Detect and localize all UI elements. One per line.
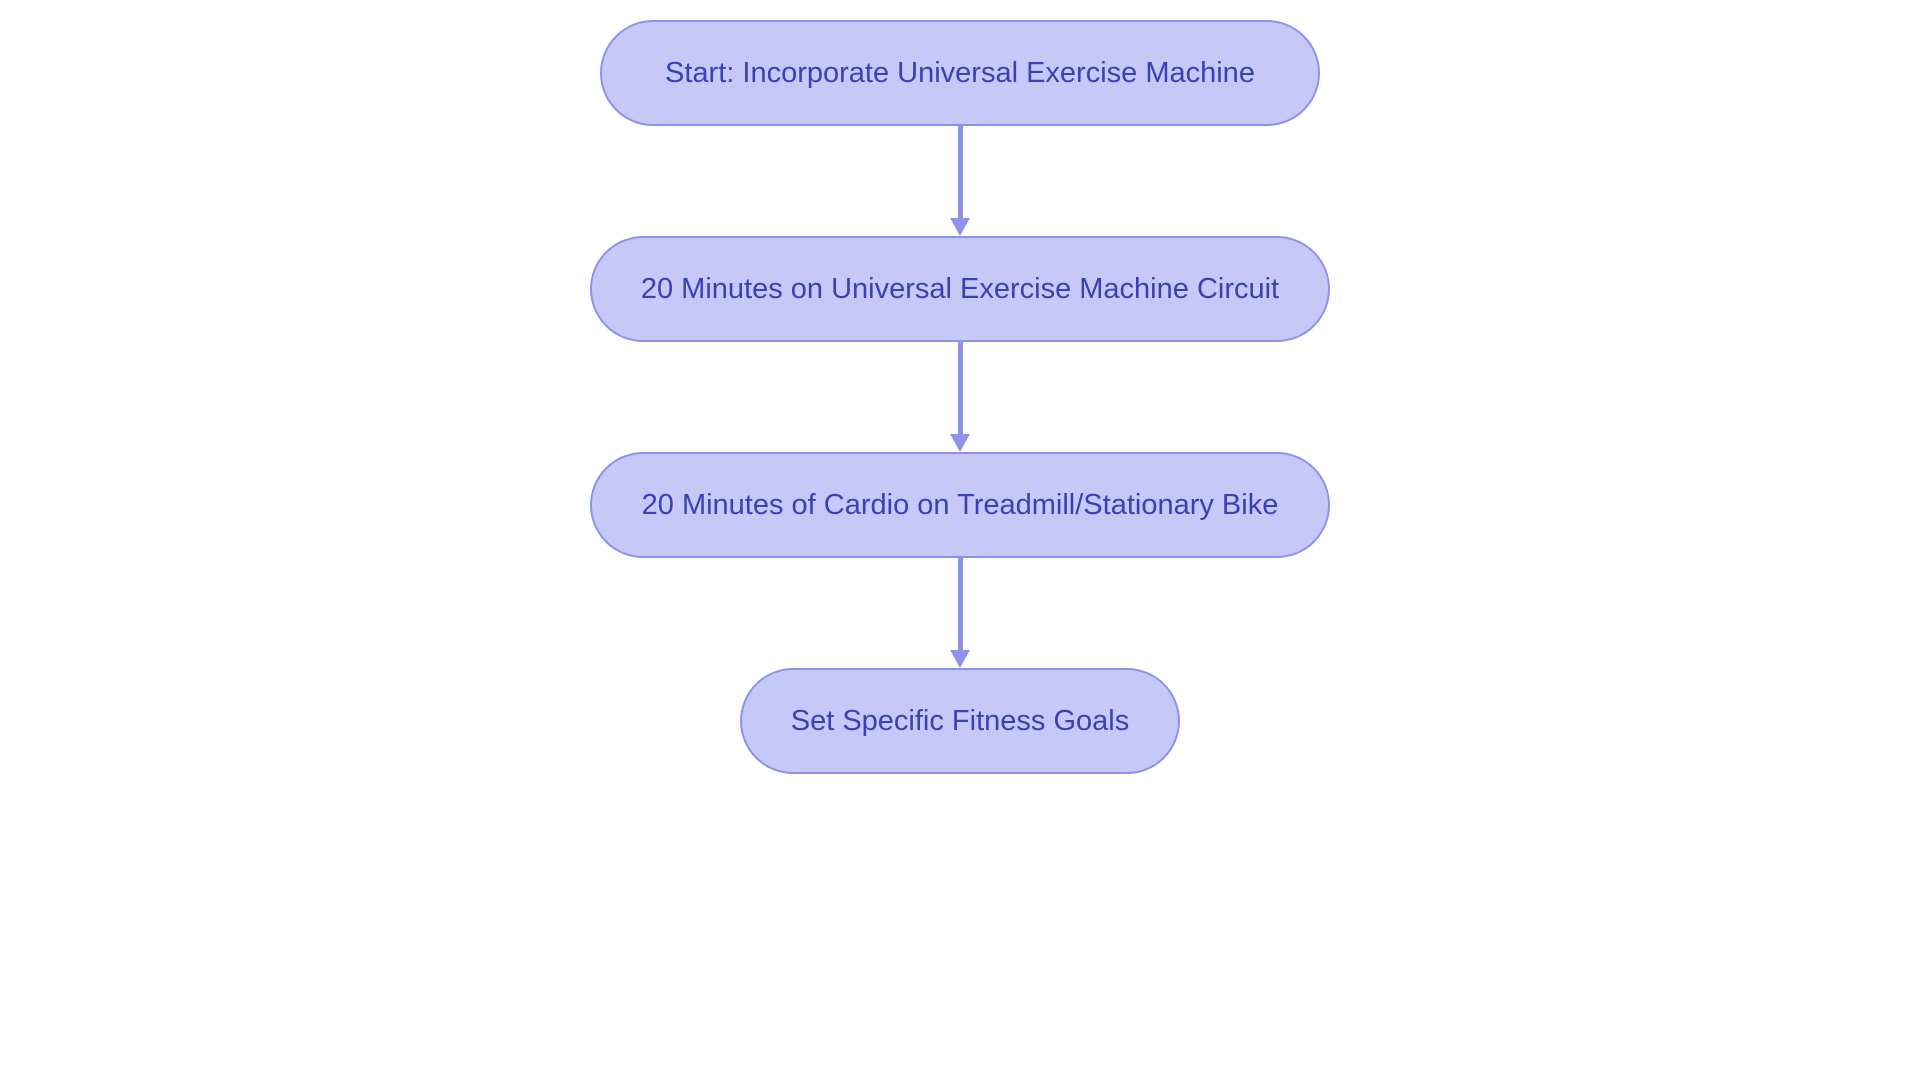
arrow-line: [958, 558, 963, 650]
flowchart-node: Start: Incorporate Universal Exercise Ma…: [600, 20, 1320, 126]
node-label: Start: Incorporate Universal Exercise Ma…: [665, 57, 1255, 90]
flowchart-arrow: [950, 342, 970, 452]
flowchart-node: Set Specific Fitness Goals: [740, 668, 1180, 774]
arrow-line: [958, 342, 963, 434]
arrow-head-icon: [950, 434, 970, 452]
flowchart-node: 20 Minutes of Cardio on Treadmill/Statio…: [590, 452, 1330, 558]
node-label: 20 Minutes of Cardio on Treadmill/Statio…: [642, 489, 1279, 522]
node-label: 20 Minutes on Universal Exercise Machine…: [641, 273, 1279, 306]
arrow-head-icon: [950, 650, 970, 668]
arrow-line: [958, 126, 963, 218]
flowchart-node: 20 Minutes on Universal Exercise Machine…: [590, 236, 1330, 342]
flowchart-container: Start: Incorporate Universal Exercise Ma…: [590, 0, 1330, 774]
node-label: Set Specific Fitness Goals: [791, 705, 1129, 738]
arrow-head-icon: [950, 218, 970, 236]
flowchart-arrow: [950, 558, 970, 668]
flowchart-arrow: [950, 126, 970, 236]
